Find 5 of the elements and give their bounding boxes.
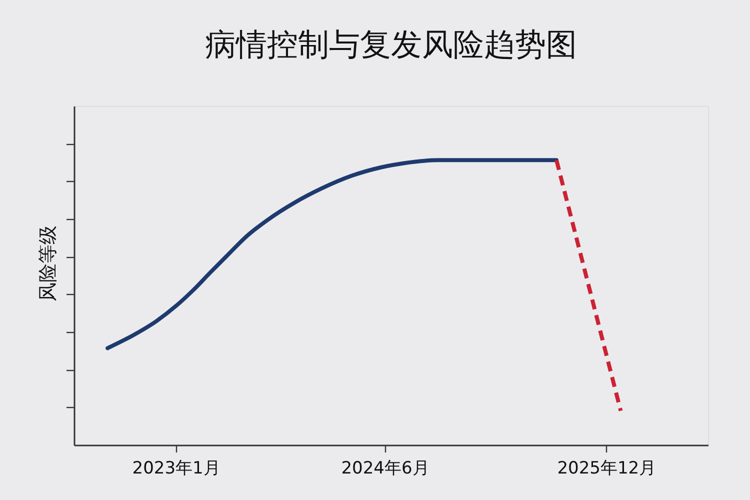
y-axis-title: 风险等级: [36, 226, 59, 302]
x-tick-label: 2024年6月: [341, 458, 430, 478]
x-tick-label: 2023年1月: [132, 458, 220, 478]
x-tick-label: 2025年12月: [557, 458, 656, 478]
chart-title: 病情控制与复发风险趋势图: [205, 27, 577, 63]
